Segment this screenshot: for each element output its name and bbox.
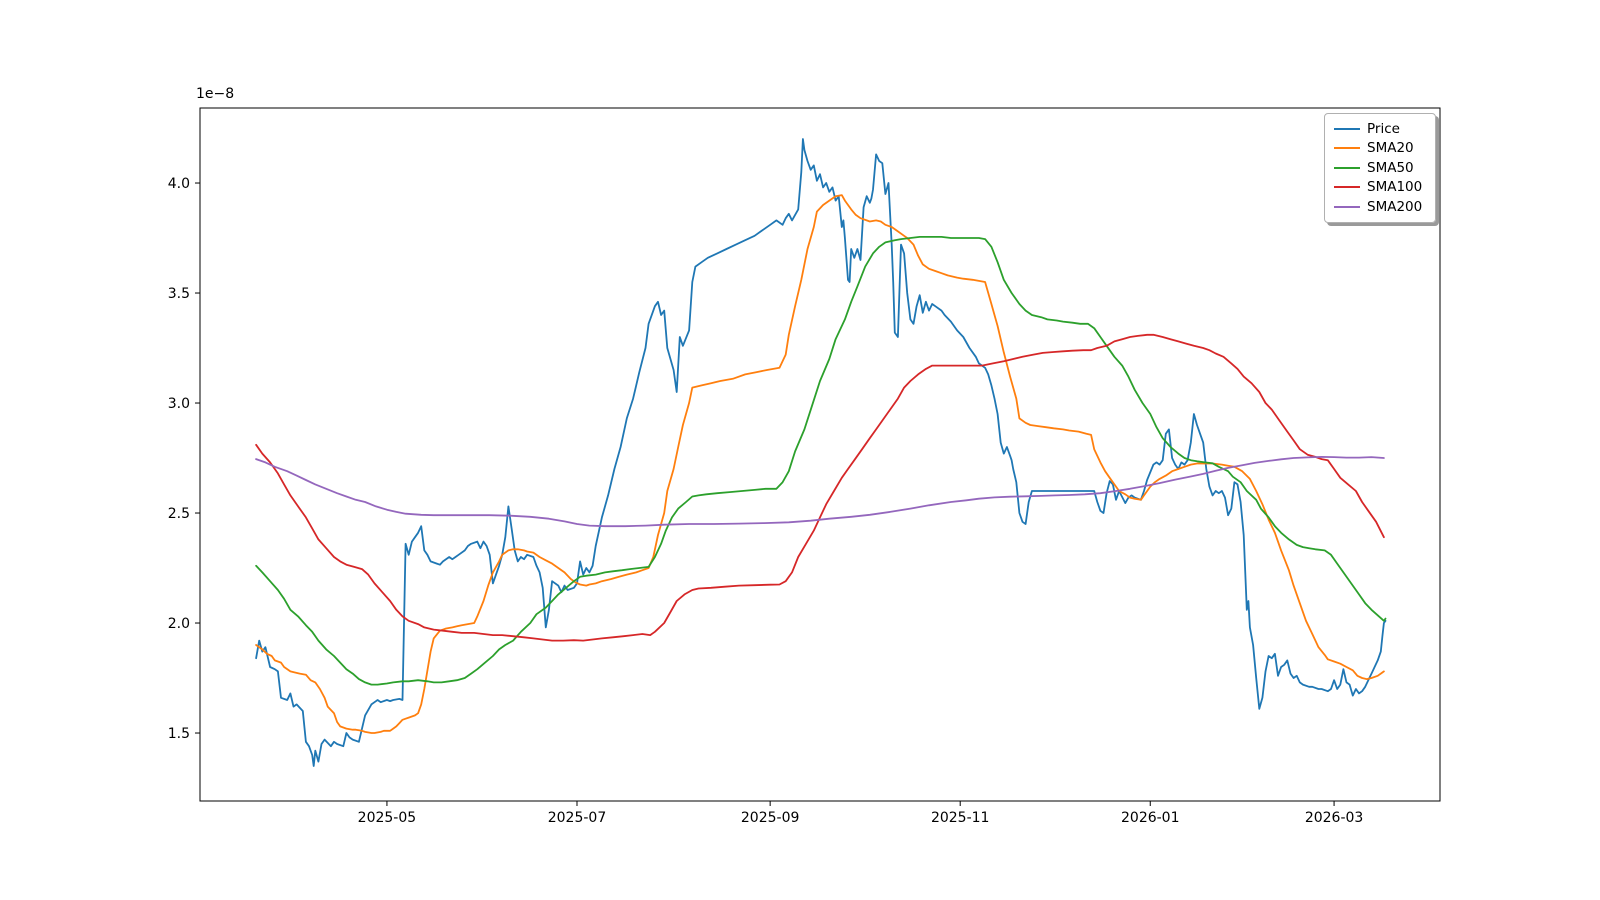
- y-tick-label: 1.5: [168, 726, 190, 742]
- x-tick-label: 2025-11: [931, 810, 990, 826]
- series-line-price: [255, 138, 1387, 767]
- series-layer: [255, 138, 1387, 767]
- series-line-sma20: [255, 194, 1385, 734]
- legend-label: SMA50: [1367, 159, 1414, 176]
- legend-line-swatch: [1334, 166, 1360, 169]
- legend-item-sma20: SMA20: [1334, 139, 1426, 159]
- legend-item-sma100: SMA100: [1334, 178, 1426, 198]
- legend-label: SMA100: [1367, 179, 1423, 196]
- legend: Price SMA20 SMA50 SMA100 SMA200: [1324, 113, 1436, 223]
- plot-area-border: [199, 107, 1441, 802]
- y-tick-label: 2.0: [168, 616, 190, 632]
- legend-label: SMA20: [1367, 140, 1414, 157]
- series-line-sma100: [255, 333, 1385, 642]
- series-line-sma50: [255, 235, 1387, 686]
- legend-label: SMA200: [1367, 198, 1423, 215]
- legend-item-sma50: SMA50: [1334, 158, 1426, 178]
- x-tick-label: 2025-05: [358, 810, 417, 826]
- legend-line-swatch: [1334, 205, 1360, 208]
- y-tick-label: 3.0: [168, 396, 190, 412]
- x-tick-label: 2026-03: [1305, 810, 1364, 826]
- y-tick-label: 4.0: [168, 176, 190, 192]
- y-tick-label: 2.5: [168, 506, 190, 522]
- y-tick-label: 3.5: [168, 286, 190, 302]
- legend-label: Price: [1367, 120, 1400, 137]
- x-tick-label: 2026-01: [1121, 810, 1180, 826]
- axis-layer: 2025-05 2025-07 2025-09 2025-11 2026-01 2026-…: [168, 176, 1364, 826]
- legend-item-price: Price: [1334, 119, 1426, 139]
- y-axis-offset-label: 1e−8: [196, 86, 235, 102]
- x-tick-label: 2025-09: [741, 810, 800, 826]
- legend-item-sma200: SMA200: [1334, 197, 1426, 217]
- legend-line-swatch: [1334, 127, 1360, 130]
- series-line-sma200: [255, 455, 1385, 528]
- legend-line-swatch: [1334, 147, 1360, 150]
- legend-line-swatch: [1334, 186, 1360, 189]
- x-tick-label: 2025-07: [548, 810, 607, 826]
